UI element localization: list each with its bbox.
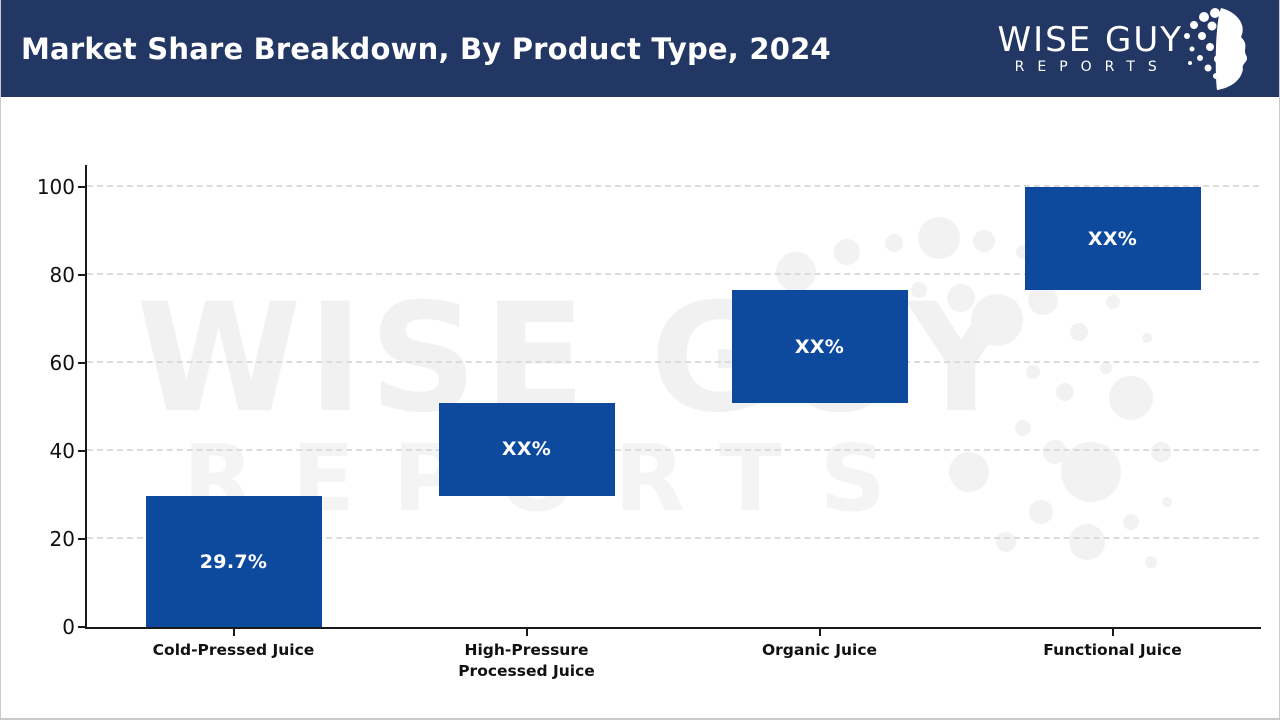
bar-segment: 29.7% [145, 496, 322, 627]
x-tick-mark [232, 629, 235, 636]
y-tick-mark-60 [78, 362, 85, 364]
y-tick-mark-40 [78, 450, 85, 452]
bar-value-label: 29.7% [199, 550, 268, 573]
x-category-label: Functional Juice [1043, 641, 1182, 659]
bar-value-label: XX% [794, 335, 845, 358]
logo-face-icon [1184, 7, 1248, 90]
bar-segment: XX% [731, 290, 908, 403]
gridline-20 [87, 537, 1259, 539]
plot-area: 29.7% XX% XX% XX% [87, 185, 1259, 627]
y-tick-mark-100 [78, 186, 85, 188]
y-tick-label-0: 0 [62, 615, 75, 639]
header-bar: Market Share Breakdown, By Product Type,… [1, 0, 1279, 97]
y-tick-mark-0 [78, 626, 85, 628]
bar-segment: XX% [438, 402, 615, 497]
y-tick-label-60: 60 [49, 351, 75, 375]
x-axis-line [85, 627, 1261, 629]
y-tick-label-100: 100 [36, 175, 75, 199]
x-tick-mark [818, 629, 821, 636]
x-tick-mark [525, 629, 528, 636]
y-tick-label-20: 20 [49, 527, 75, 551]
gridline-80 [87, 273, 1259, 275]
y-tick-label-80: 80 [49, 263, 75, 287]
wiseguy-logo: WISE GUY REPORTS [997, 6, 1251, 92]
gridline-60 [87, 361, 1259, 363]
bar-value-label: XX% [501, 438, 552, 461]
bar-value-label: XX% [1087, 227, 1138, 250]
y-tick-mark-20 [78, 538, 85, 540]
x-category-label: Cold-Pressed Juice [152, 641, 315, 659]
logo-wordmark: WISE GUY [997, 19, 1183, 60]
y-tick-mark-80 [78, 274, 85, 276]
x-category-label: Organic Juice [761, 641, 878, 659]
bar-segment: XX% [1024, 187, 1201, 291]
y-tick-label-40: 40 [49, 439, 75, 463]
gridline-100 [87, 185, 1259, 187]
logo-subtitle: REPORTS [1014, 58, 1170, 75]
gridline-40 [87, 449, 1259, 451]
page-title: Market Share Breakdown, By Product Type,… [21, 31, 831, 66]
logo-text: WISE GUY REPORTS [997, 22, 1183, 76]
x-category-label: High-Pressure Processed Juice [458, 641, 595, 680]
y-axis-line [85, 165, 87, 629]
x-tick-mark [1111, 629, 1114, 636]
